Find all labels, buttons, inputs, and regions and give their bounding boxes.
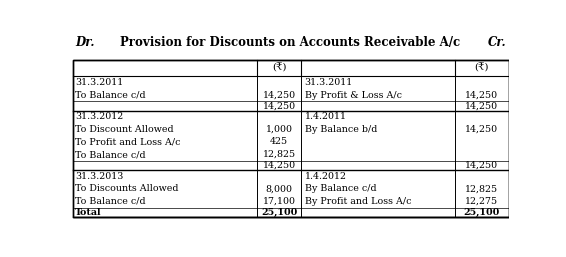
Text: 17,100: 17,100: [263, 197, 295, 206]
Text: 14,250: 14,250: [465, 125, 498, 134]
Text: 14,250: 14,250: [263, 91, 295, 100]
Text: 12,825: 12,825: [263, 150, 295, 159]
Text: 31.3.2012: 31.3.2012: [75, 112, 123, 121]
Text: Total: Total: [75, 208, 102, 217]
Text: To Balance c/d: To Balance c/d: [75, 91, 146, 100]
Text: Cr.: Cr.: [488, 36, 507, 49]
Text: 1.4.2012: 1.4.2012: [305, 172, 346, 181]
Text: Dr.: Dr.: [75, 36, 95, 49]
Text: (₹): (₹): [272, 63, 286, 72]
Text: To Discount Allowed: To Discount Allowed: [75, 125, 174, 134]
Text: 425: 425: [270, 137, 288, 146]
Text: 1.4.2011: 1.4.2011: [305, 112, 346, 121]
Text: 1,000: 1,000: [265, 125, 293, 134]
Bar: [73, 60, 508, 217]
Text: 12,275: 12,275: [465, 197, 498, 206]
Text: By Profit & Loss A/c: By Profit & Loss A/c: [305, 91, 401, 100]
Text: By Balance b/d: By Balance b/d: [305, 125, 377, 134]
Bar: [73, 60, 508, 217]
Text: 8,000: 8,000: [265, 184, 293, 193]
Text: 31.3.2011: 31.3.2011: [75, 78, 123, 87]
Text: 14,250: 14,250: [263, 102, 295, 111]
Text: To Balance c/d: To Balance c/d: [75, 150, 146, 159]
Text: By Profit and Loss A/c: By Profit and Loss A/c: [305, 197, 411, 206]
Text: 25,100: 25,100: [464, 208, 500, 217]
Text: 14,250: 14,250: [465, 102, 498, 111]
Text: 14,250: 14,250: [465, 91, 498, 100]
Text: 31.3.2011: 31.3.2011: [305, 78, 353, 87]
Text: 12,825: 12,825: [465, 184, 498, 193]
Text: 25,100: 25,100: [261, 208, 297, 217]
Text: 31.3.2013: 31.3.2013: [75, 172, 123, 181]
Text: To Discounts Allowed: To Discounts Allowed: [75, 184, 179, 193]
Text: Provision for Discounts on Accounts Receivable A/c: Provision for Discounts on Accounts Rece…: [120, 36, 460, 49]
Text: To Balance c/d: To Balance c/d: [75, 197, 146, 206]
Text: 14,250: 14,250: [465, 161, 498, 170]
Text: (₹): (₹): [474, 63, 489, 72]
Text: 14,250: 14,250: [263, 161, 295, 170]
Text: By Balance c/d: By Balance c/d: [305, 184, 376, 193]
Text: To Profit and Loss A/c: To Profit and Loss A/c: [75, 137, 181, 146]
